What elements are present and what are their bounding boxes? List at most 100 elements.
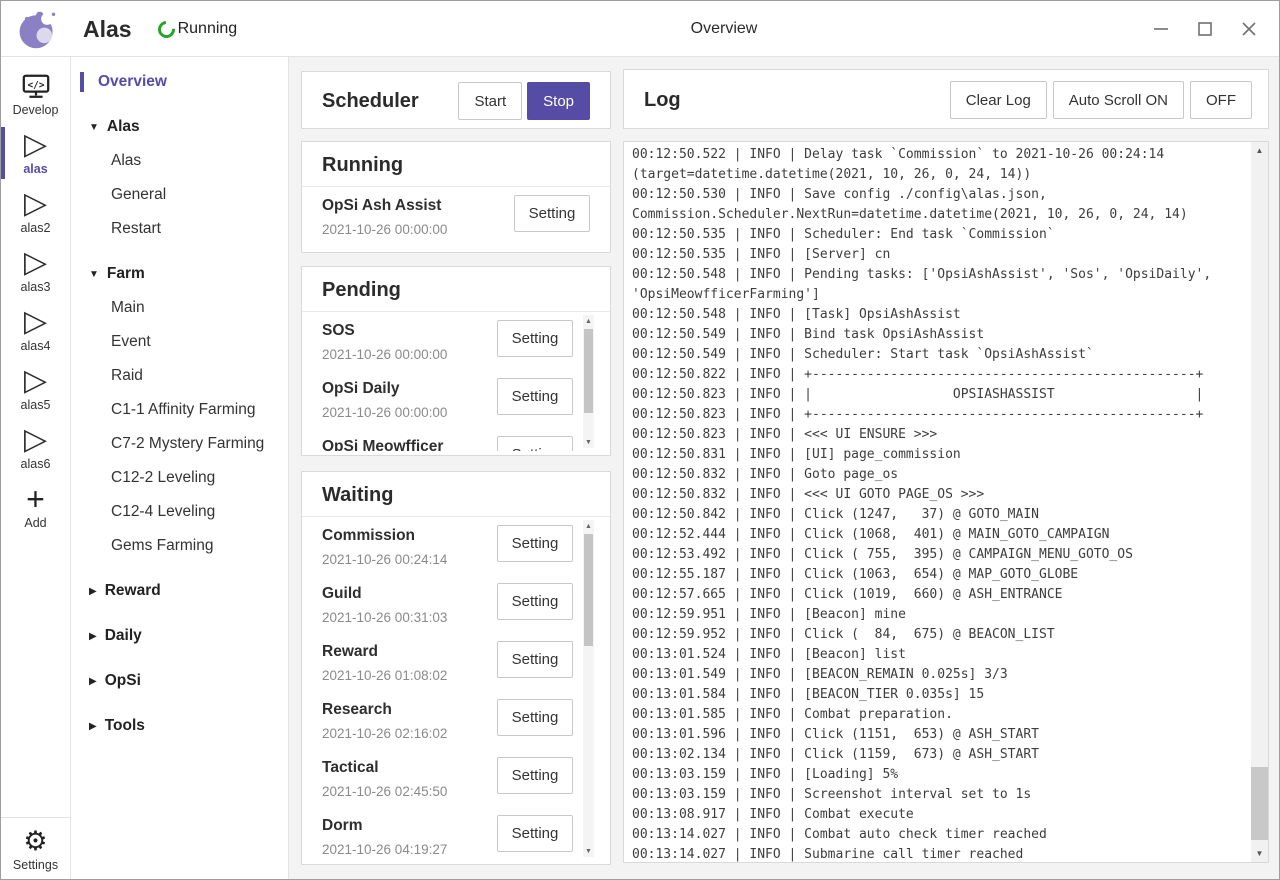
log-line: 'OpsiMeowfficerFarming']	[632, 287, 820, 302]
running-title: Running	[322, 154, 404, 176]
task-time: 2021-10-26 00:00:00	[322, 405, 448, 420]
task-name: OpSi Meowfficer Farming	[322, 438, 444, 451]
log-scrollbar[interactable]: ▲ ▼	[1251, 142, 1268, 862]
minimize-button[interactable]	[1139, 9, 1183, 49]
task-setting-button[interactable]: Setting	[497, 525, 573, 562]
brand: Alas Running	[15, 7, 237, 51]
log-line: 00:12:50.549 | INFO | Scheduler: Start t…	[632, 347, 1094, 362]
nav-label: C7-2 Mystery Farming	[111, 435, 265, 452]
log-line: 00:13:14.027 | INFO | Submarine call tim…	[632, 847, 1024, 862]
play-icon: ▷	[23, 364, 48, 397]
running-panel: Running OpSi Ash Assist 2021-10-26 00:00…	[301, 141, 611, 253]
task-setting-button[interactable]: Setting	[497, 320, 573, 357]
task-setting-button[interactable]: Setting	[497, 757, 573, 794]
task-setting-button[interactable]: Setting	[497, 436, 573, 451]
rail-item-alas5[interactable]: ▷ alas5	[1, 360, 71, 419]
scroll-up-icon[interactable]: ▲	[1255, 146, 1264, 155]
nav-item-c7-2-mystery-farming[interactable]: C7-2 Mystery Farming	[71, 427, 288, 461]
autoscroll-off-button[interactable]: OFF	[1190, 81, 1252, 119]
rail-item-add[interactable]: + Add	[1, 478, 71, 537]
nav-item-gems-farming[interactable]: Gems Farming	[71, 529, 288, 563]
maximize-button[interactable]	[1183, 9, 1227, 49]
rail-item-alas6[interactable]: ▷ alas6	[1, 419, 71, 478]
log-line: 00:12:50.823 | INFO | <<< UI ENSURE >>>	[632, 427, 938, 442]
nav-group-opsi[interactable]: ▶ OpSi	[71, 664, 288, 698]
active-indicator	[1, 127, 5, 179]
task-setting-button[interactable]: Setting	[497, 378, 573, 415]
task-name: Dorm	[322, 817, 363, 834]
nav-menu: Overview ▼ Alas Alas General Restart ▼ Far…	[71, 57, 289, 879]
scrollbar-thumb[interactable]	[584, 329, 593, 413]
nav-item-overview[interactable]: Overview	[71, 65, 288, 99]
log-line: 00:12:50.548 | INFO | Pending tasks: ['O…	[632, 267, 1212, 282]
nav-group-daily[interactable]: ▶ Daily	[71, 619, 288, 653]
play-icon: ▷	[23, 246, 48, 279]
nav-group-farm[interactable]: ▼ Farm	[71, 257, 288, 291]
task-setting-button[interactable]: Setting	[497, 641, 573, 678]
nav-label: Farm	[106, 265, 145, 282]
rail-item-settings[interactable]: ⚙ Settings	[1, 817, 70, 879]
task-row: Dorm 2021-10-26 04:19:27 Setting	[322, 815, 573, 860]
rail-item-alas[interactable]: ▷ alas	[1, 124, 71, 183]
nav-item-c1-1-affinity-farming[interactable]: C1-1 Affinity Farming	[71, 393, 288, 427]
task-row: Research 2021-10-26 02:16:02 Setting	[322, 699, 573, 744]
pending-scrollbar[interactable]: ▲ ▼	[583, 315, 594, 448]
rail-item-develop[interactable]: </> Develop	[1, 65, 71, 124]
rail-item-alas4[interactable]: ▷ alas4	[1, 301, 71, 360]
close-icon	[1242, 22, 1256, 36]
task-name: Research	[322, 701, 392, 718]
log-line: (target=datetime.datetime(2021, 10, 26, …	[632, 167, 1032, 182]
waiting-scrollbar[interactable]: ▲ ▼	[583, 520, 594, 857]
scheduler-panel: Scheduler Start Stop	[301, 71, 611, 129]
log-line: 00:12:50.530 | INFO | Save config ./conf…	[632, 187, 1047, 202]
task-row: OpSi Meowfficer Farming Setting	[322, 436, 573, 451]
nav-item-restart[interactable]: Restart	[71, 212, 288, 246]
task-name: Guild	[322, 585, 362, 602]
nav-group-tools[interactable]: ▶ Tools	[71, 709, 288, 743]
scroll-down-icon[interactable]: ▼	[1255, 849, 1264, 858]
nav-item-main[interactable]: Main	[71, 291, 288, 325]
autoscroll-on-button[interactable]: Auto Scroll ON	[1052, 81, 1184, 119]
scrollbar-thumb[interactable]	[1251, 767, 1268, 840]
plus-icon: +	[26, 481, 45, 517]
scroll-up-icon[interactable]: ▲	[585, 317, 592, 325]
nav-label: Main	[111, 299, 145, 316]
nav-group-alas[interactable]: ▼ Alas	[71, 110, 288, 144]
rail-label: alas	[23, 162, 48, 176]
task-setting-button[interactable]: Setting	[514, 195, 590, 232]
scheduler-title: Scheduler	[322, 89, 419, 112]
nav-item-raid[interactable]: Raid	[71, 359, 288, 393]
rail-item-alas3[interactable]: ▷ alas3	[1, 242, 71, 301]
nav-item-c12-4-leveling[interactable]: C12-4 Leveling	[71, 495, 288, 529]
scrollbar-thumb[interactable]	[584, 534, 593, 646]
task-row: OpSi Daily 2021-10-26 00:00:00 Setting	[322, 378, 573, 423]
scroll-down-icon[interactable]: ▼	[585, 438, 592, 446]
task-info: Guild 2021-10-26 00:31:03	[322, 583, 447, 628]
nav-label: Tools	[104, 717, 145, 734]
task-setting-button[interactable]: Setting	[497, 699, 573, 736]
nav-group-reward[interactable]: ▶ Reward	[71, 574, 288, 608]
clear-log-button[interactable]: Clear Log	[949, 81, 1047, 119]
task-info: OpSi Ash Assist 2021-10-26 00:00:00	[322, 195, 447, 240]
scroll-down-icon[interactable]: ▼	[585, 847, 592, 855]
play-icon: ▷	[23, 423, 48, 456]
nav-item-general[interactable]: General	[71, 178, 288, 212]
chevron-collapsed-icon: ▶	[89, 675, 97, 687]
log-output: 00:12:50.522 | INFO | Delay task `Commis…	[623, 141, 1269, 863]
maximize-icon	[1198, 22, 1212, 36]
task-setting-button[interactable]: Setting	[497, 815, 573, 852]
log-line: 00:13:01.596 | INFO | Click (1151, 653) …	[632, 727, 1039, 742]
nav-item-event[interactable]: Event	[71, 325, 288, 359]
close-button[interactable]	[1227, 9, 1271, 49]
rail-item-alas2[interactable]: ▷ alas2	[1, 183, 71, 242]
nav-item-alas[interactable]: Alas	[71, 144, 288, 178]
scroll-up-icon[interactable]: ▲	[585, 522, 592, 530]
scheduler-stop-button[interactable]: Stop	[527, 82, 590, 120]
nav-item-c12-2-leveling[interactable]: C12-2 Leveling	[71, 461, 288, 495]
scheduler-start-button[interactable]: Start	[458, 82, 523, 120]
task-setting-button[interactable]: Setting	[497, 583, 573, 620]
develop-icon: </>	[21, 70, 51, 102]
page-title: Overview	[690, 20, 758, 37]
pending-panel: Pending SOS 2021-10-26 00:00:00 Setting …	[301, 266, 611, 456]
play-icon: ▷	[23, 305, 48, 338]
